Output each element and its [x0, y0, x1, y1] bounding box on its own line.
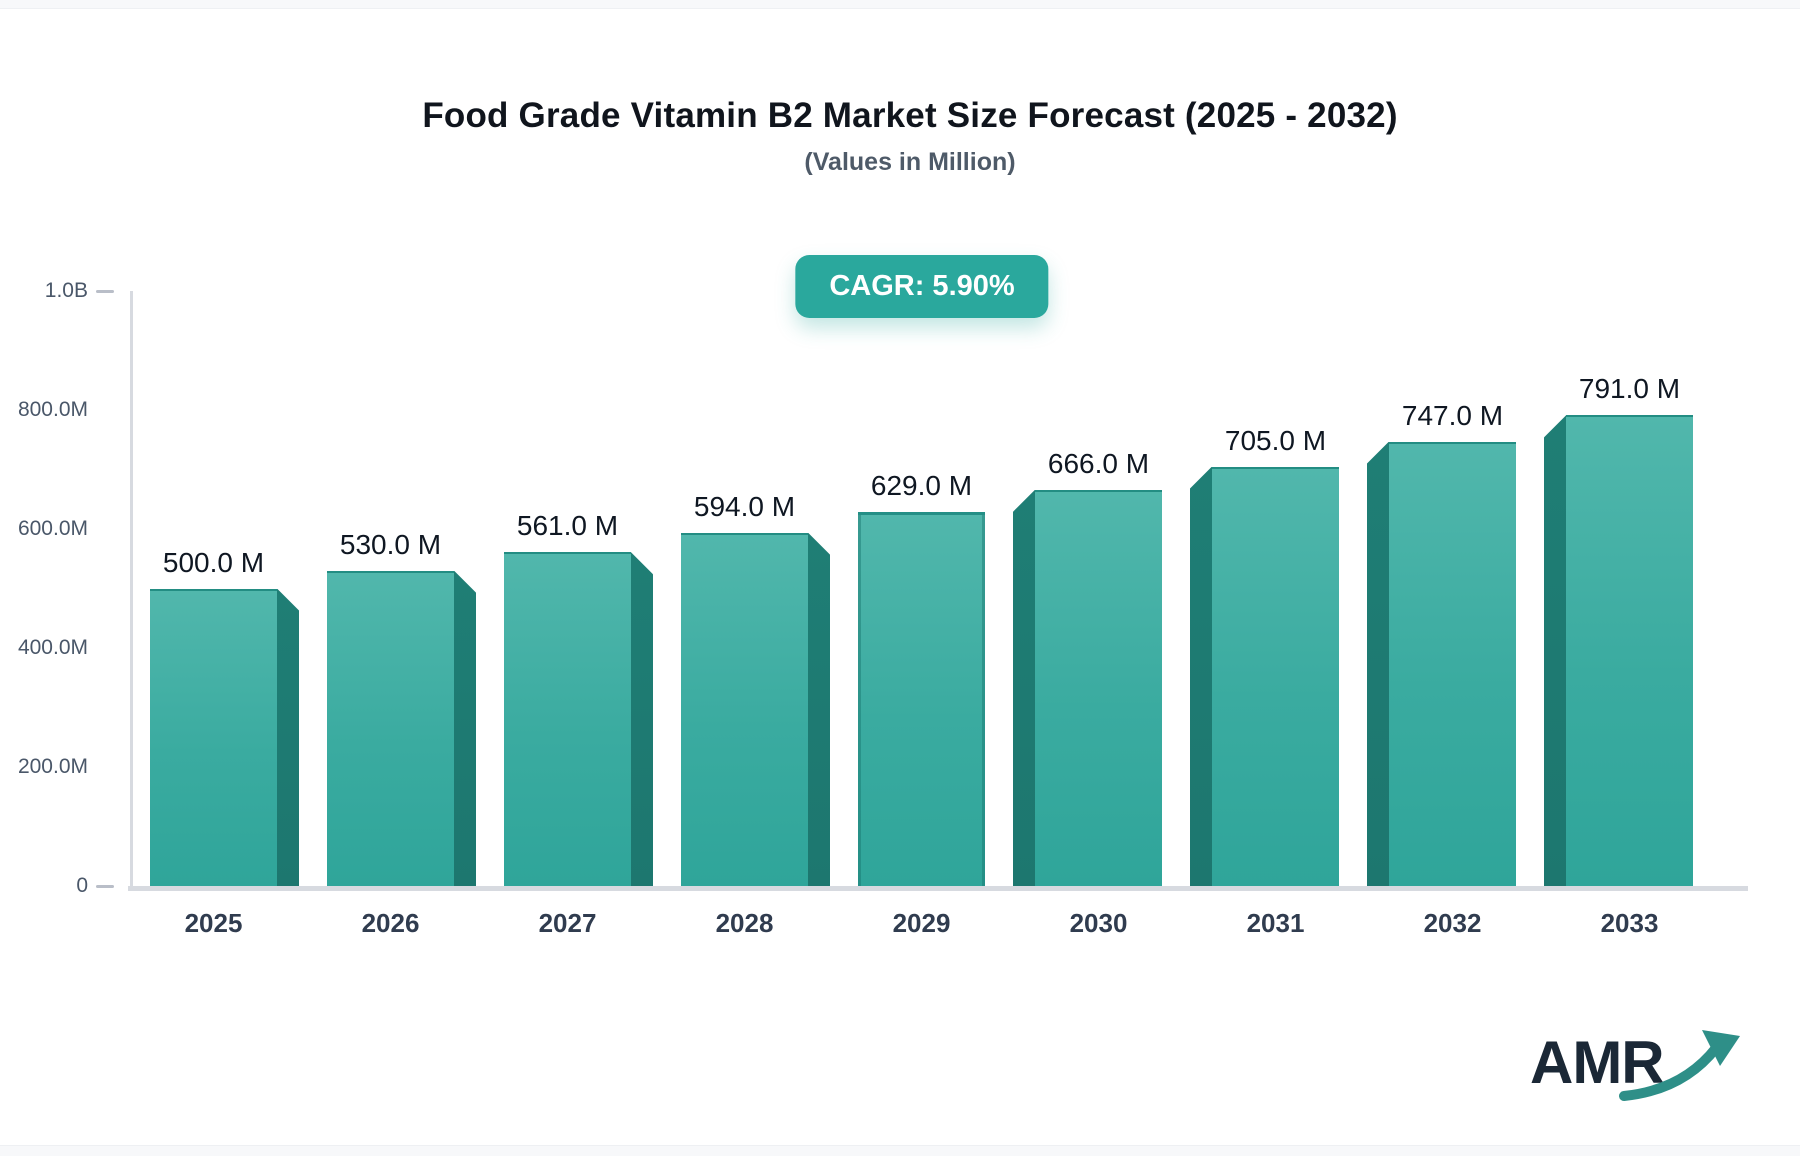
bar-face: [858, 511, 985, 886]
bar-value-label: 747.0 M: [1401, 399, 1504, 431]
y-axis-label: 600.0M: [17, 517, 88, 540]
bar-value-label: 500.0 M: [162, 546, 265, 578]
bar-side-face: [808, 532, 830, 886]
bar-face: [1566, 415, 1693, 886]
y-axis-label: 400.0M: [17, 636, 88, 659]
bar-value-label: 530.0 M: [339, 528, 442, 560]
bar-value-label: 666.0 M: [1047, 447, 1150, 479]
bar-face: [681, 532, 808, 886]
bar-side-face: [631, 552, 653, 886]
bar-2028: 594.0 M: [681, 491, 830, 886]
bar-value-label: 791.0 M: [1578, 373, 1681, 405]
frame-strip-bottom: [0, 1145, 1800, 1156]
bar-side-face: [1013, 489, 1035, 886]
bar-value-label: 705.0 M: [1224, 424, 1327, 456]
x-axis-label: 2033: [1600, 908, 1659, 938]
bar-side-face: [1190, 466, 1212, 886]
amr-logo: AMR: [1530, 1028, 1750, 1118]
x-axis-label: 2032: [1423, 908, 1482, 938]
y-axis-label: 1.0B: [44, 279, 88, 302]
y-axis-label: 0: [76, 874, 88, 897]
bar-value-label: 629.0 M: [870, 469, 973, 501]
chart-subtitle: (Values in Million): [804, 148, 1016, 176]
x-axis-label: 2031: [1246, 908, 1305, 938]
y-axis-label: 800.0M: [17, 398, 88, 421]
amr-logo-text: AMR: [1530, 1029, 1665, 1096]
y-axis-label: 200.0M: [17, 755, 88, 778]
trend-up-arrow-icon: [1619, 1030, 1740, 1101]
bar-face: [504, 552, 631, 886]
bar-face: [150, 588, 277, 886]
bar-side-face: [277, 588, 299, 886]
x-axis-label: 2025: [184, 908, 243, 938]
x-axis-label: 2026: [361, 908, 420, 938]
bar-face: [1035, 489, 1162, 886]
frame-strip-top: [0, 0, 1800, 9]
bar-value-label: 594.0 M: [693, 490, 796, 522]
bar-face: [1389, 441, 1516, 886]
bar-2029: 629.0 M: [858, 470, 985, 886]
bar-face: [327, 570, 454, 886]
x-axis-label: 2029: [892, 908, 951, 938]
y-axis-tick: [96, 885, 114, 888]
x-axis-label: 2027: [538, 908, 597, 938]
bar-side-face: [454, 570, 476, 886]
x-axis-label: 2030: [1069, 908, 1128, 938]
x-axis-label: 2028: [715, 908, 774, 938]
bar-2025: 500.0 M: [150, 547, 299, 886]
bar-2027: 561.0 M: [504, 510, 653, 886]
bar-side-face: [1367, 441, 1389, 886]
bar-side-face: [1544, 415, 1566, 886]
x-axis-line: [128, 886, 1748, 891]
bar-2026: 530.0 M: [327, 529, 476, 886]
bar-2031: 705.0 M: [1190, 425, 1339, 886]
y-axis-tick: [96, 290, 114, 293]
bar-2032: 747.0 M: [1367, 400, 1516, 886]
y-axis-line: [130, 291, 133, 887]
bar-value-label: 561.0 M: [516, 510, 619, 542]
bar-2033: 791.0 M: [1544, 373, 1693, 886]
bar-2030: 666.0 M: [1013, 448, 1162, 886]
bar-face: [1212, 466, 1339, 886]
cagr-badge: CAGR: 5.90%: [795, 255, 1049, 318]
chart-title: Food Grade Vitamin B2 Market Size Foreca…: [422, 96, 1398, 135]
